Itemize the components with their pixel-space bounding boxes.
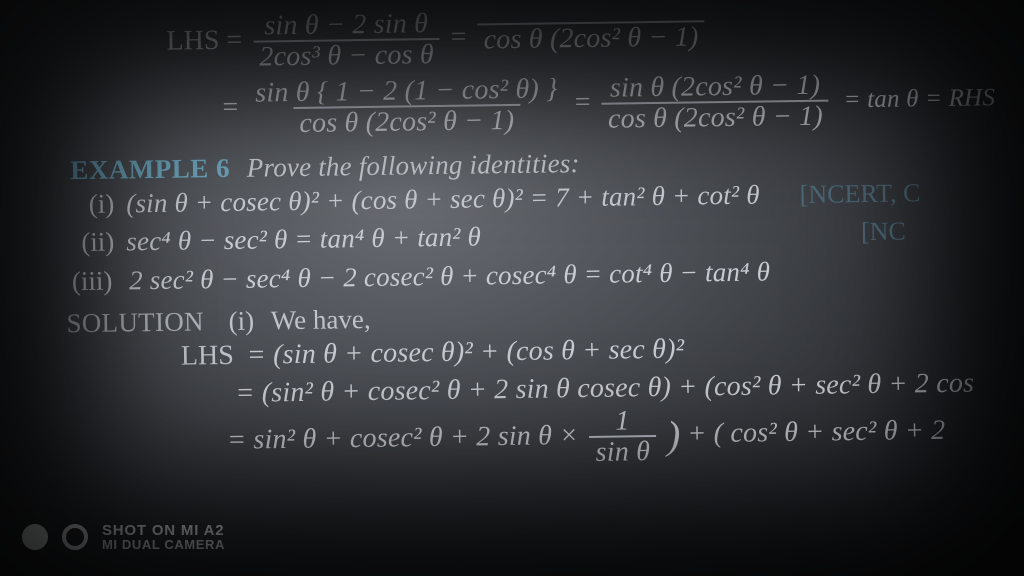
source-tag: [NCERT, C bbox=[799, 179, 920, 208]
lhs-label: LHS bbox=[181, 340, 234, 372]
textbook-page: LHS = sin θ − 2 sin θ 2cos³ θ − cos θ = … bbox=[0, 0, 1024, 576]
example-number: EXAMPLE 6 bbox=[70, 152, 230, 184]
derivation-line-2: = sin θ { 1 − 2 (1 − cos² θ) } cos θ (2c… bbox=[222, 68, 1022, 140]
camera-line-2: MI DUAL CAMERA bbox=[102, 538, 225, 552]
solution-label: SOLUTION bbox=[66, 306, 204, 338]
identity-ii-math: sec⁴ θ − sec² θ = tan⁴ θ + tan² θ bbox=[126, 223, 481, 256]
camera-line-1: SHOT ON MI A2 bbox=[102, 523, 225, 539]
lhs-label: LHS = bbox=[166, 25, 242, 57]
identity-ii: (ii) sec⁴ θ − sec² θ = tan⁴ θ + tan² θ [… bbox=[81, 215, 1023, 256]
camera-text: SHOT ON MI A2 MI DUAL CAMERA bbox=[102, 523, 225, 552]
item-label: (i) bbox=[89, 189, 115, 218]
identity-iii: (iii) 2 sec² θ − sec⁴ θ − 2 cosec² θ + c… bbox=[72, 253, 1024, 295]
fraction: sin θ { 1 − 2 (1 − cos² θ) } cos θ (2cos… bbox=[249, 74, 564, 139]
derivation-line-1: LHS = sin θ − 2 sin θ 2cos³ θ − cos θ = … bbox=[166, 1, 1021, 74]
solution-lhs-math: = (sin θ + cosec θ)² + (cos θ + sec θ)² bbox=[247, 334, 685, 371]
fraction: 1 sin θ bbox=[589, 406, 656, 468]
solution-step-3: = sin² θ + cosec² θ + 2 sin θ × 1 sin θ … bbox=[227, 401, 1024, 473]
identity-iii-math: 2 sec² θ − sec⁴ θ − 2 cosec² θ + cosec⁴ … bbox=[129, 256, 770, 295]
big-paren: ) bbox=[667, 413, 681, 458]
fraction: sin θ (2cos² θ − 1) cos θ (2cos² θ − 1) bbox=[601, 70, 829, 134]
item-label: (iii) bbox=[72, 265, 113, 296]
derivation-tail: = tan θ = RHS bbox=[843, 84, 995, 113]
item-label: (ii) bbox=[81, 228, 114, 257]
source-tag: [NC bbox=[861, 218, 906, 246]
solution-lhs: LHS = (sin θ + cosec θ)² + (cos θ + sec … bbox=[181, 330, 1024, 371]
fraction: sin θ − 2 sin θ 2cos³ θ − cos θ bbox=[253, 9, 440, 72]
camera-dot-ring-icon bbox=[62, 524, 88, 550]
fraction: cos θ (2cos² θ − 1) bbox=[477, 20, 704, 55]
identity-i-math: (sin θ + cosec θ)² + (cos θ + sec θ)² = … bbox=[126, 180, 760, 217]
camera-dot-solid-icon bbox=[22, 524, 48, 550]
solution-item-label: (i) bbox=[228, 306, 254, 336]
we-have: We have, bbox=[271, 304, 371, 335]
identity-i: (i) (sin θ + cosec θ)² + (cos θ + sec θ)… bbox=[89, 177, 1023, 218]
example-text: Prove the following identities: bbox=[247, 148, 580, 183]
camera-watermark: SHOT ON MI A2 MI DUAL CAMERA bbox=[22, 523, 225, 552]
